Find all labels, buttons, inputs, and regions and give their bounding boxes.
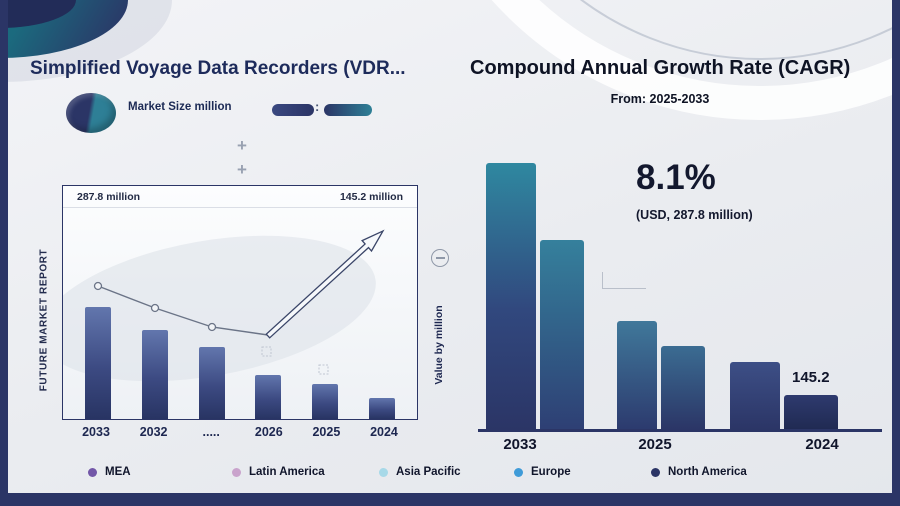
minus-circle-icon — [431, 249, 449, 267]
legend-label: MEA — [105, 466, 131, 478]
right-chart-plot — [478, 158, 882, 430]
legend-dot — [514, 467, 523, 477]
right-bar-2025-primary — [617, 321, 657, 430]
region-legend: MEA Latin America Asia Pacific Europe No… — [0, 463, 900, 489]
growth-arrow — [265, 229, 385, 339]
left-bar-2032 — [141, 330, 168, 419]
panel-annotations: 287.8 million 145.2 million — [63, 186, 417, 208]
trend-marker — [93, 281, 103, 291]
trend-line-arrow — [93, 229, 385, 375]
left-bar-2024 — [368, 398, 395, 419]
plus-decoration: + — [237, 136, 247, 155]
minus-dash — [435, 256, 445, 259]
market-size-legend-icon — [66, 93, 116, 133]
right-x-axis — [478, 429, 882, 432]
legend-item-north-america: North America — [651, 466, 747, 478]
legend-item-europe: Europe — [514, 466, 571, 478]
legend-item-mea: MEA — [88, 466, 131, 478]
ratio-pill-navy — [272, 104, 314, 116]
bar-annotation-145: 145.2 — [792, 369, 830, 386]
legend-dot — [379, 467, 388, 477]
legend-dot — [88, 467, 97, 477]
left-bars — [63, 186, 417, 419]
annotation-145-million: 145.2 million — [339, 190, 403, 203]
x-label: ..... — [202, 425, 220, 439]
legend-label: Europe — [531, 466, 571, 478]
legend-dot — [651, 467, 660, 477]
right-bar-2024-secondary — [784, 394, 838, 430]
cagr-note: (USD, 287.8 million) — [636, 208, 753, 222]
right-bar-2024-primary — [730, 362, 780, 430]
legend-label: Latin America — [249, 466, 325, 478]
right-bar-2025-secondary — [661, 345, 705, 430]
x-label: 2032 — [139, 425, 168, 439]
left-bar-2026 — [255, 374, 282, 419]
right-bar-2033-primary — [486, 163, 536, 430]
x-label: 2026 — [254, 425, 283, 439]
x-label: 2024 — [370, 425, 398, 439]
x-label: 2033 — [503, 436, 537, 453]
legend-label: North America — [668, 466, 747, 478]
x-label: 2025 — [638, 436, 672, 453]
right-chart-title: Compound Annual Growth Rate (CAGR) — [470, 57, 851, 79]
cagr-subtitle: From: 2025-2033 — [610, 92, 710, 106]
left-bar-2033 — [85, 307, 111, 419]
left-bar-2025 — [312, 384, 339, 419]
dashed-square-decoration — [261, 346, 272, 357]
annotation-287-million: 287.8 million — [77, 190, 141, 203]
trend-marker — [207, 322, 217, 332]
plus-decoration: + — [237, 160, 247, 179]
ratio-separator: : — [315, 99, 320, 114]
right-y-axis-label: Value by million — [433, 305, 445, 385]
x-label: 2033 — [82, 425, 110, 439]
x-label: 2025 — [312, 425, 341, 439]
left-y-axis-label: FUTURE MARKET REPORT — [38, 248, 50, 392]
dashed-square-decoration — [318, 364, 329, 375]
left-bar-ellipsis — [198, 346, 225, 419]
left-x-axis-labels: 2033 2032 ..... 2026 2025 2024 — [62, 425, 418, 439]
legend-label: Asia Pacific — [396, 466, 461, 478]
bracket-decoration — [602, 272, 646, 289]
ratio-pill-teal — [324, 104, 372, 116]
legend-item-asia-pacific: Asia Pacific — [379, 466, 461, 478]
left-chart-title: Simplified Voyage Data Recorders (VDR... — [30, 58, 406, 79]
trend-marker — [150, 303, 160, 313]
right-bar-2033-secondary — [540, 239, 584, 430]
market-size-legend-label: Market Size million — [128, 101, 232, 113]
x-label: 2024 — [805, 436, 839, 453]
left-chart-panel: 287.8 million 145.2 million — [62, 185, 418, 420]
legend-item-latin-america: Latin America — [232, 466, 325, 478]
cagr-value: 8.1% — [636, 158, 716, 197]
legend-dot — [232, 467, 241, 477]
